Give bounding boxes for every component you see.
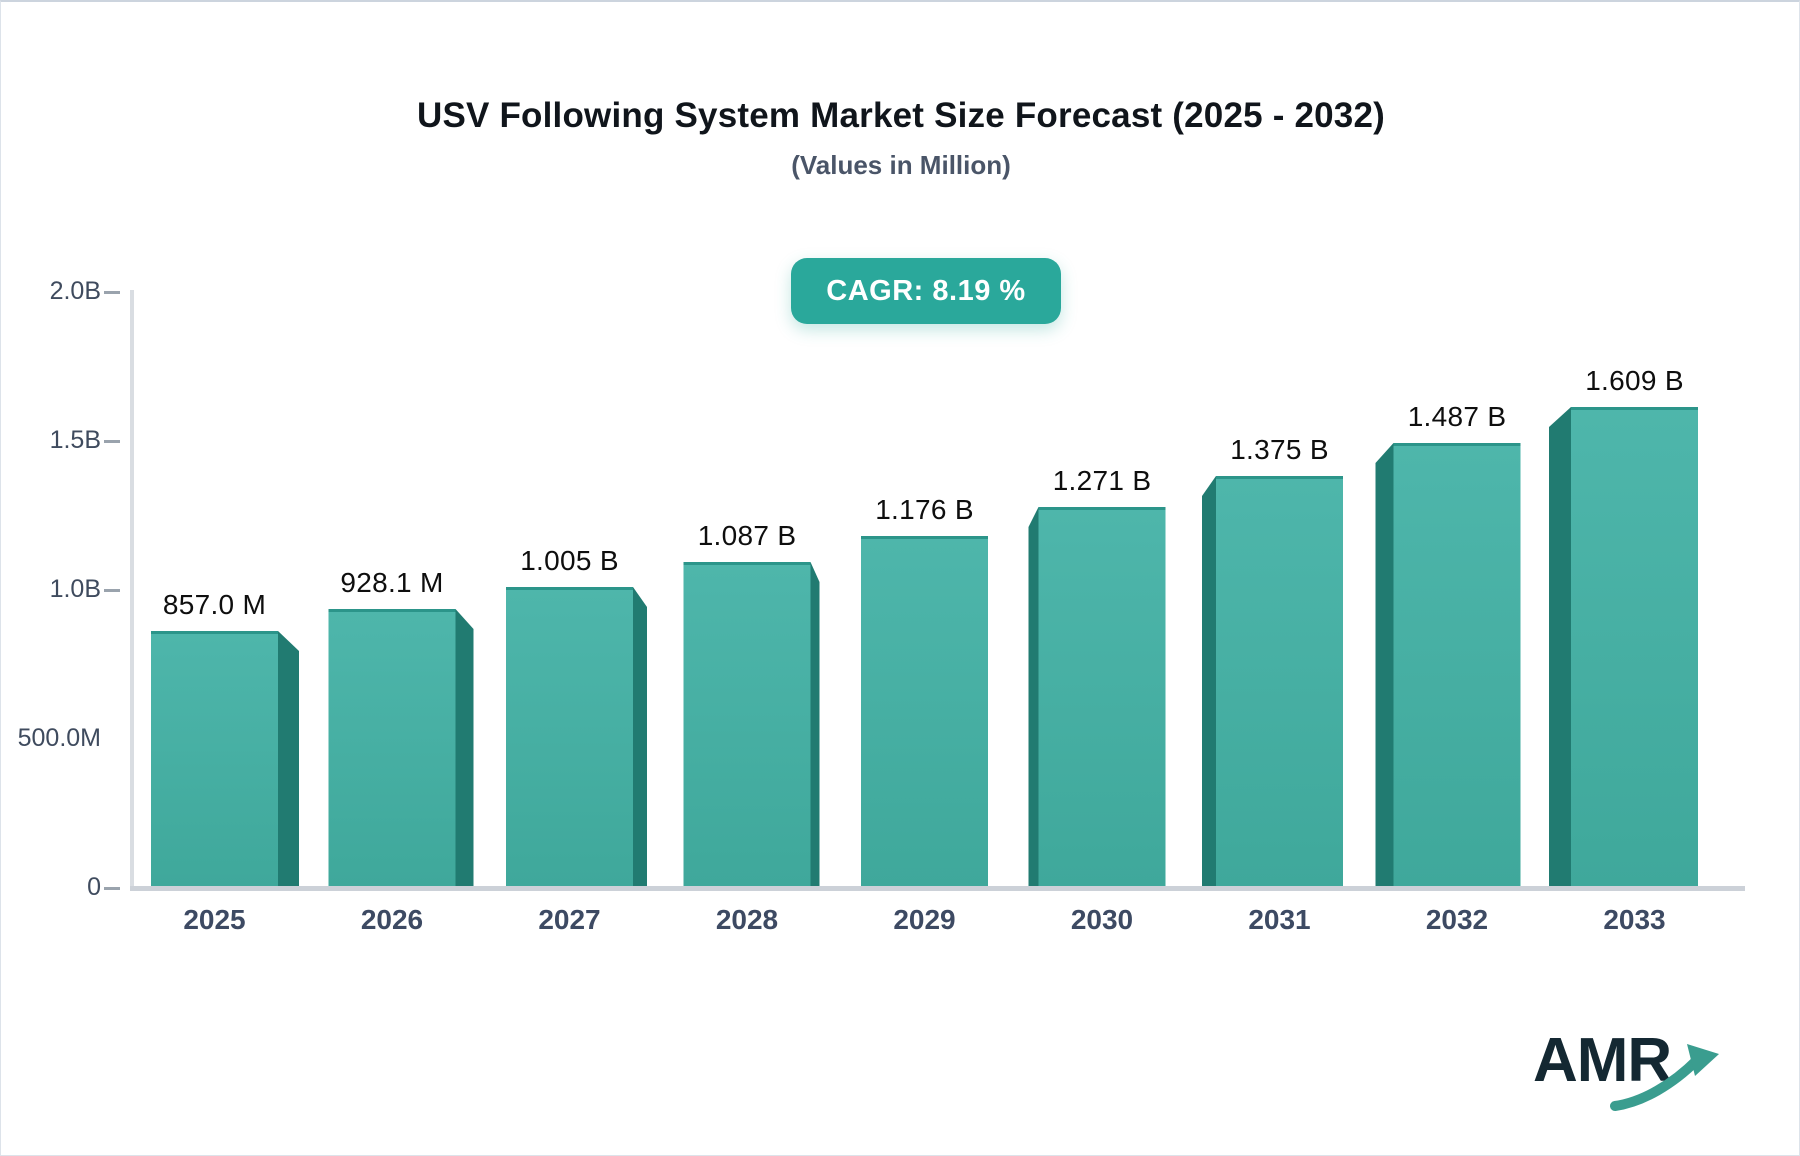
bar-top-edge (328, 609, 456, 612)
bar-2031 (1202, 476, 1343, 886)
bar-front-face (506, 587, 633, 886)
x-axis-label-2032: 2032 (1425, 904, 1489, 935)
x-axis-label-2026: 2026 (360, 904, 424, 935)
bar-value-label: 1.087 B (697, 520, 797, 551)
y-tick-label-2.0B: 2.0B (49, 277, 101, 305)
bar-front-face (328, 609, 456, 886)
y-tick-label-1.0B: 1.0B (49, 575, 101, 603)
x-axis-label-2025: 2025 (183, 904, 246, 935)
cagr-badge-label: CAGR: 8.19 % (826, 274, 1026, 307)
bar-2028 (683, 562, 820, 886)
x-axis-label-2031: 2031 (1248, 904, 1311, 935)
cagr-badge: CAGR: 8.19 % (791, 258, 1061, 324)
chart-subtitle: (Values in Million) (791, 150, 1011, 180)
bar-value-label: 928.1 M (340, 567, 444, 598)
bar-top-edge (861, 536, 988, 539)
bar-value-label: 1.005 B (520, 545, 619, 576)
bar-2026 (328, 609, 474, 886)
x-axis-baseline (130, 886, 1745, 891)
y-tick-label-500.0M: 500.0M (17, 724, 101, 752)
bar-2030 (1028, 507, 1166, 886)
bar-front-face (151, 631, 278, 886)
bar-side-face (1202, 476, 1216, 886)
x-axis-label-2030: 2030 (1070, 904, 1134, 935)
x-axis-label-2033: 2033 (1603, 904, 1666, 935)
bar-front-face (1216, 476, 1343, 886)
trend-up-arrow-icon (1610, 1044, 1719, 1111)
bar-2033 (1549, 407, 1698, 886)
bar-2025 (151, 631, 299, 886)
x-axis-label-2027: 2027 (538, 904, 601, 935)
bar-top-edge (1393, 443, 1521, 446)
x-axis-label-2029: 2029 (893, 904, 956, 935)
bar-front-face (1038, 507, 1166, 886)
bar-2027 (506, 587, 647, 886)
bar-top-edge (151, 631, 278, 634)
y-tick-mark (104, 291, 120, 294)
bar-side-face (278, 631, 299, 886)
x-axis-label-2028: 2028 (715, 904, 779, 935)
bar-side-face (1028, 507, 1039, 886)
bar-side-face (810, 562, 820, 886)
bar-2032 (1375, 443, 1521, 886)
bar-top-edge (1038, 507, 1166, 510)
bar-value-label: 1.375 B (1230, 434, 1329, 465)
y-tick-mark (104, 440, 120, 443)
bar-front-face (1393, 443, 1521, 886)
bar-2029 (861, 536, 988, 886)
bar-value-label: 1.271 B (1052, 465, 1152, 496)
bar-value-label: 1.609 B (1585, 365, 1684, 396)
bar-top-edge (506, 587, 633, 590)
brand-logo-text: AMR (1533, 1026, 1672, 1095)
bar-top-edge (1216, 476, 1343, 479)
y-tick-label-0: 0 (87, 873, 101, 901)
bar-front-face (1571, 407, 1698, 886)
bar-side-face (455, 609, 474, 886)
bar-side-face (633, 587, 647, 886)
y-axis-line (130, 290, 134, 891)
y-tick-mark (104, 887, 120, 890)
bar-value-label: 1.176 B (875, 494, 974, 525)
bar-value-label: 857.0 M (162, 589, 267, 620)
brand-logo: AMR (1521, 1030, 1751, 1120)
chart-title: USV Following System Market Size Forecas… (416, 96, 1385, 135)
y-tick-label-1.5B: 1.5B (49, 426, 101, 454)
y-tick-mark (104, 589, 120, 592)
bar-top-edge (683, 562, 811, 565)
bar-top-edge (1571, 407, 1698, 410)
bar-value-label: 1.487 B (1407, 401, 1507, 432)
bar-front-face (861, 536, 988, 886)
bar-side-face (1375, 443, 1394, 886)
bar-side-face (1549, 407, 1571, 886)
bar-front-face (683, 562, 811, 886)
